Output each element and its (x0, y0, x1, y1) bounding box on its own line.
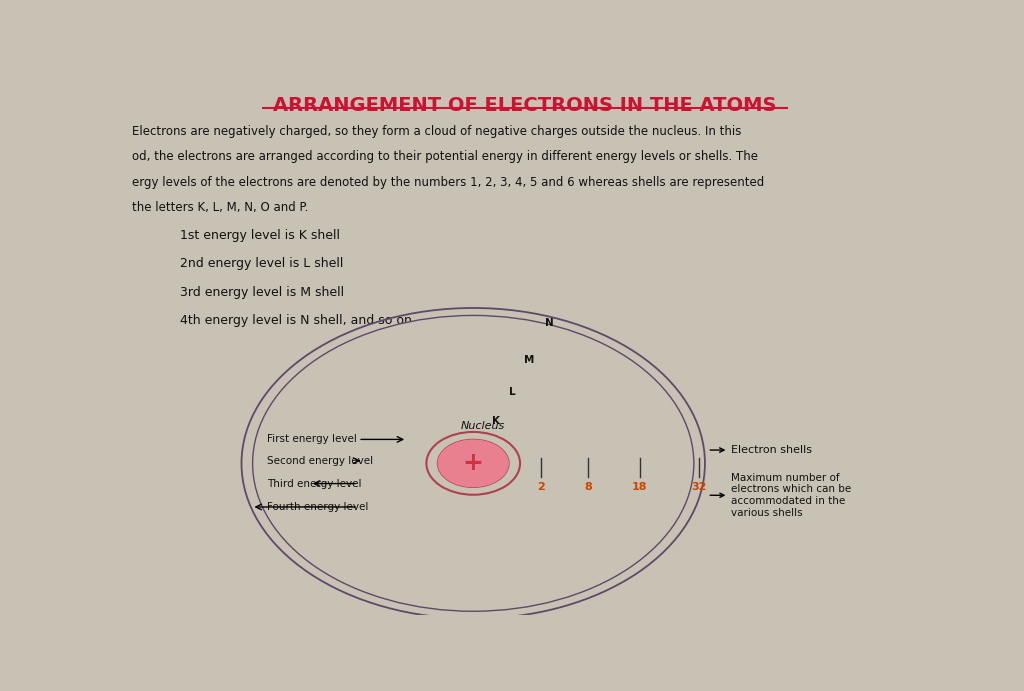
Text: Second energy level: Second energy level (267, 455, 373, 466)
Text: Third energy level: Third energy level (267, 479, 361, 489)
Circle shape (312, 355, 634, 571)
Text: ergy levels of the electrons are denoted by the numbers 1, 2, 3, 4, 5 and 6 wher: ergy levels of the electrons are denoted… (132, 176, 764, 189)
Text: Maximum number of
electrons which can be
accommodated in the
various shells: Maximum number of electrons which can be… (710, 473, 851, 518)
Text: ARRANGEMENT OF ELECTRONS IN THE ATOMS: ARRANGEMENT OF ELECTRONS IN THE ATOMS (273, 96, 776, 115)
Circle shape (426, 432, 520, 495)
Text: L: L (509, 387, 515, 397)
Text: 4th energy level is N shell, and so on.: 4th energy level is N shell, and so on. (179, 314, 416, 327)
Text: 2nd energy level is L shell: 2nd energy level is L shell (179, 258, 343, 270)
Circle shape (364, 390, 583, 537)
Text: 32: 32 (691, 482, 708, 492)
Text: 8: 8 (585, 482, 592, 492)
Text: 18: 18 (632, 482, 647, 492)
Text: 1st energy level is K shell: 1st energy level is K shell (179, 229, 340, 243)
Circle shape (253, 315, 694, 612)
Text: Electron shells: Electron shells (710, 445, 812, 455)
Text: Electrons are negatively charged, so they form a cloud of negative charges outsi: Electrons are negatively charged, so the… (132, 126, 741, 138)
Text: Fourth energy level: Fourth energy level (267, 502, 369, 512)
Text: 3rd energy level is M shell: 3rd energy level is M shell (179, 285, 344, 299)
Text: 2: 2 (537, 482, 545, 492)
Text: K: K (492, 417, 500, 426)
Text: od, the electrons are arranged according to their potential energy in different : od, the electrons are arranged according… (132, 151, 758, 164)
Text: the letters K, L, M, N, O and P.: the letters K, L, M, N, O and P. (132, 200, 308, 214)
Text: First energy level: First energy level (267, 435, 356, 444)
Text: +: + (463, 451, 483, 475)
Circle shape (437, 439, 509, 487)
Circle shape (412, 422, 536, 505)
Text: Nucleus: Nucleus (461, 422, 505, 431)
Text: M: M (524, 354, 535, 365)
Text: N: N (545, 318, 554, 328)
